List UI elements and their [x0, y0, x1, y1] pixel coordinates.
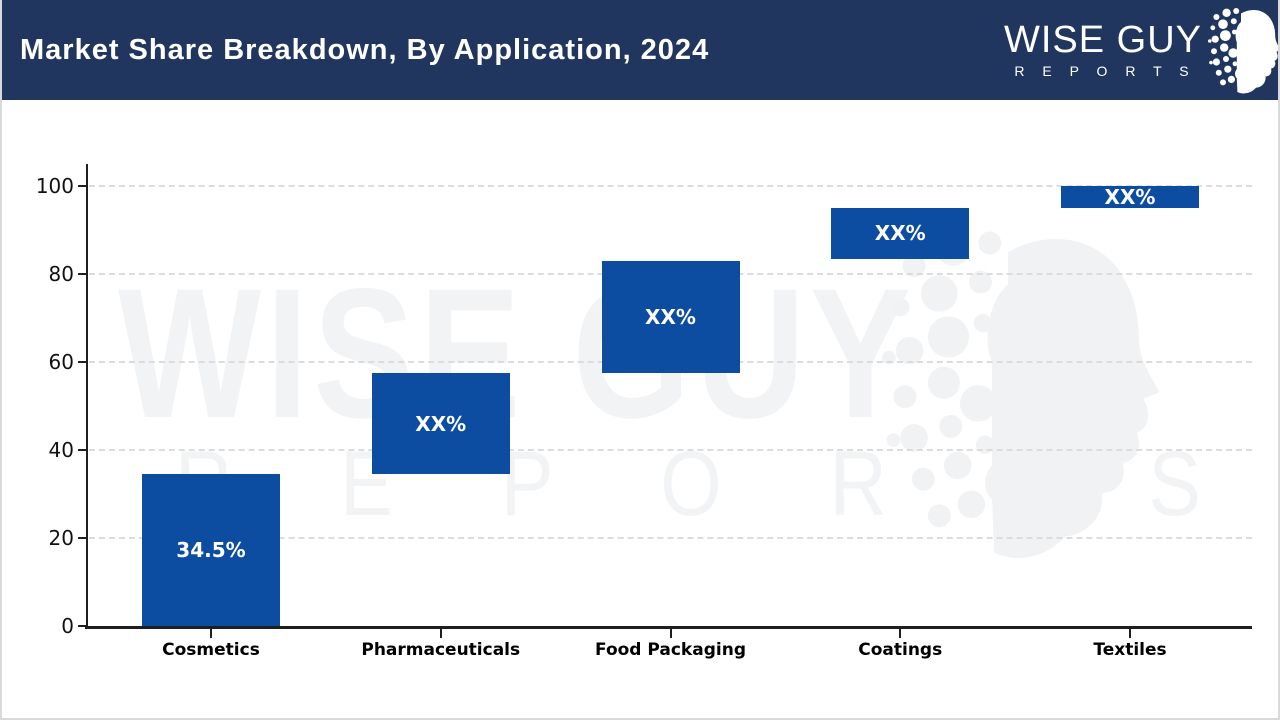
logo-subtitle: R E P O R T S — [1014, 63, 1196, 79]
y-axis-tick — [78, 537, 87, 539]
y-axis-tick-label: 0 — [61, 614, 74, 638]
x-axis-category-label: Food Packaging — [595, 640, 746, 660]
y-axis-tick-label: 80 — [48, 262, 74, 286]
y-axis-tick — [78, 185, 87, 187]
header-banner: Market Share Breakdown, By Application, … — [0, 0, 1280, 100]
y-axis-line — [86, 164, 88, 628]
bar-value-label: 34.5% — [176, 538, 246, 563]
y-axis-tick-label: 60 — [48, 350, 74, 374]
x-axis-category-label: Pharmaceuticals — [361, 640, 521, 660]
bar-textiles: XX% — [1061, 185, 1199, 209]
y-axis-tick — [78, 449, 87, 451]
bar-value-label: XX% — [1104, 185, 1156, 209]
gridline — [89, 185, 1252, 187]
y-axis-tick — [78, 625, 87, 627]
page-title: Market Share Breakdown, By Application, … — [20, 33, 710, 66]
wiseguy-head-logo-icon — [1208, 8, 1280, 94]
x-axis-tick — [899, 629, 902, 638]
bar-value-label: XX% — [415, 411, 467, 436]
watermark-text: WISE GUY — [118, 251, 916, 457]
x-axis-tick — [1129, 629, 1131, 638]
y-axis-tick-label: 40 — [48, 438, 74, 462]
x-axis-category-label: Textiles — [1093, 640, 1167, 660]
bar-food-packaging: XX% — [601, 260, 740, 373]
gridline — [89, 537, 1252, 539]
y-axis-tick-label: 100 — [35, 174, 74, 198]
bar-value-label: XX% — [645, 304, 696, 329]
x-axis-category-label: Cosmetics — [162, 640, 260, 660]
y-axis-tick-label: 20 — [48, 526, 74, 550]
bar-coatings: XX% — [831, 208, 970, 259]
x-axis-line — [85, 626, 1252, 629]
wiseguy-logo: WISE GUY R E P O R T S — [1004, 0, 1280, 100]
gridline — [89, 449, 1252, 451]
x-axis-tick — [439, 629, 442, 638]
bar-pharmaceuticals: XX% — [371, 373, 510, 475]
x-axis-tick — [210, 629, 212, 638]
logo-name: WISE GUY — [1003, 19, 1202, 61]
x-axis-tick — [669, 629, 672, 638]
y-axis-tick — [78, 361, 87, 363]
bar-cosmetics: 34.5% — [142, 474, 280, 626]
bar-value-label: XX% — [874, 221, 926, 246]
x-axis-category-label: Coatings — [858, 640, 943, 660]
y-axis-tick — [78, 273, 87, 275]
